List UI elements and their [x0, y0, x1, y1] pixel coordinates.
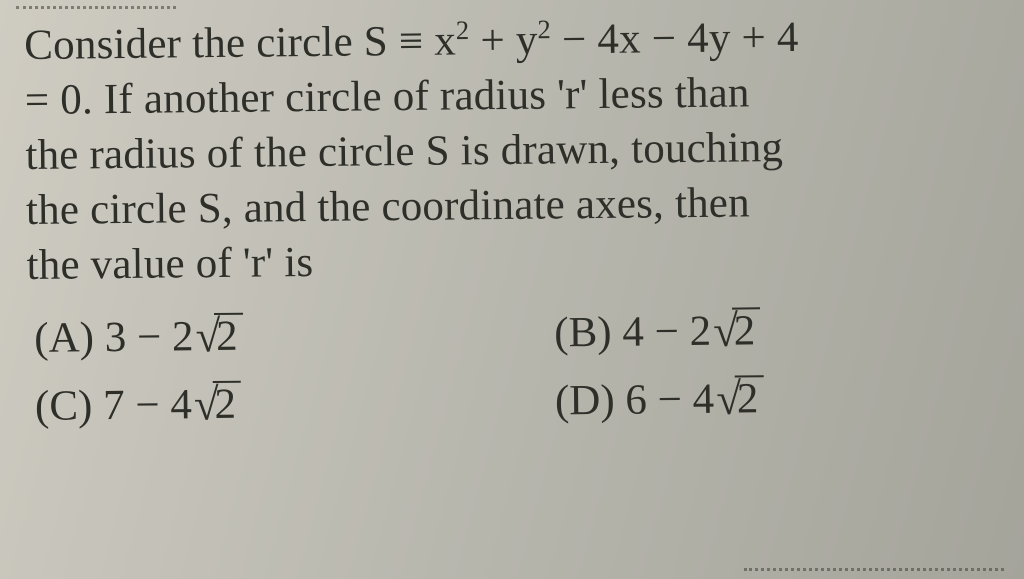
question-line-4: the circle S, and the coordinate axes, t… — [26, 173, 997, 238]
surd-icon: √ — [195, 310, 220, 362]
option-C: (C) 7 − 4√2 — [35, 374, 476, 431]
q-line1-c: − 4x − 4y + 4 — [551, 14, 799, 64]
question-text: Consider the circle S ≡ x2 + y2 − 4x − 4… — [24, 8, 997, 293]
surd-icon: √ — [716, 373, 741, 425]
option-D-pre: 6 − 4 — [625, 376, 714, 424]
page-decoration-top-dots — [16, 6, 176, 9]
question-line-1: Consider the circle S ≡ x2 + y2 − 4x − 4… — [24, 8, 995, 73]
sqrt-icon: √2 — [193, 309, 243, 362]
q-line1-sup1: 2 — [456, 15, 470, 45]
question-line-3: the radius of the circle S is drawn, tou… — [25, 118, 996, 183]
option-D: (D) 6 − 4√2 — [555, 369, 996, 426]
sqrt-icon: √2 — [711, 303, 761, 356]
q-line1-b: + y — [469, 17, 538, 65]
option-A: (A) 3 − 2√2 — [34, 306, 475, 363]
q-line1-a: Consider the circle S ≡ x — [24, 17, 456, 69]
surd-icon: √ — [194, 378, 219, 430]
question-line-2: = 0. If another circle of radius 'r' les… — [25, 63, 996, 128]
page: Consider the circle S ≡ x2 + y2 − 4x − 4… — [0, 0, 1024, 431]
options-grid: (A) 3 − 2√2 (B) 4 − 2√2 (C) 7 − 4√2 (D) … — [24, 301, 995, 431]
option-C-pre: 7 − 4 — [103, 381, 192, 429]
option-C-label: (C) — [35, 382, 104, 430]
option-B: (B) 4 − 2√2 — [554, 301, 995, 358]
option-A-pre: 3 − 2 — [104, 313, 193, 361]
option-A-label: (A) — [34, 314, 105, 362]
option-D-label: (D) — [555, 377, 626, 425]
option-B-label: (B) — [554, 309, 623, 357]
sqrt-icon: √2 — [192, 377, 242, 430]
sqrt-icon: √2 — [714, 371, 764, 424]
surd-icon: √ — [713, 305, 738, 357]
q-line1-sup2: 2 — [537, 14, 551, 44]
question-line-5: the value of 'r' is — [26, 228, 997, 293]
page-decoration-bottom-dots — [744, 568, 1004, 571]
option-B-pre: 4 − 2 — [622, 308, 711, 356]
